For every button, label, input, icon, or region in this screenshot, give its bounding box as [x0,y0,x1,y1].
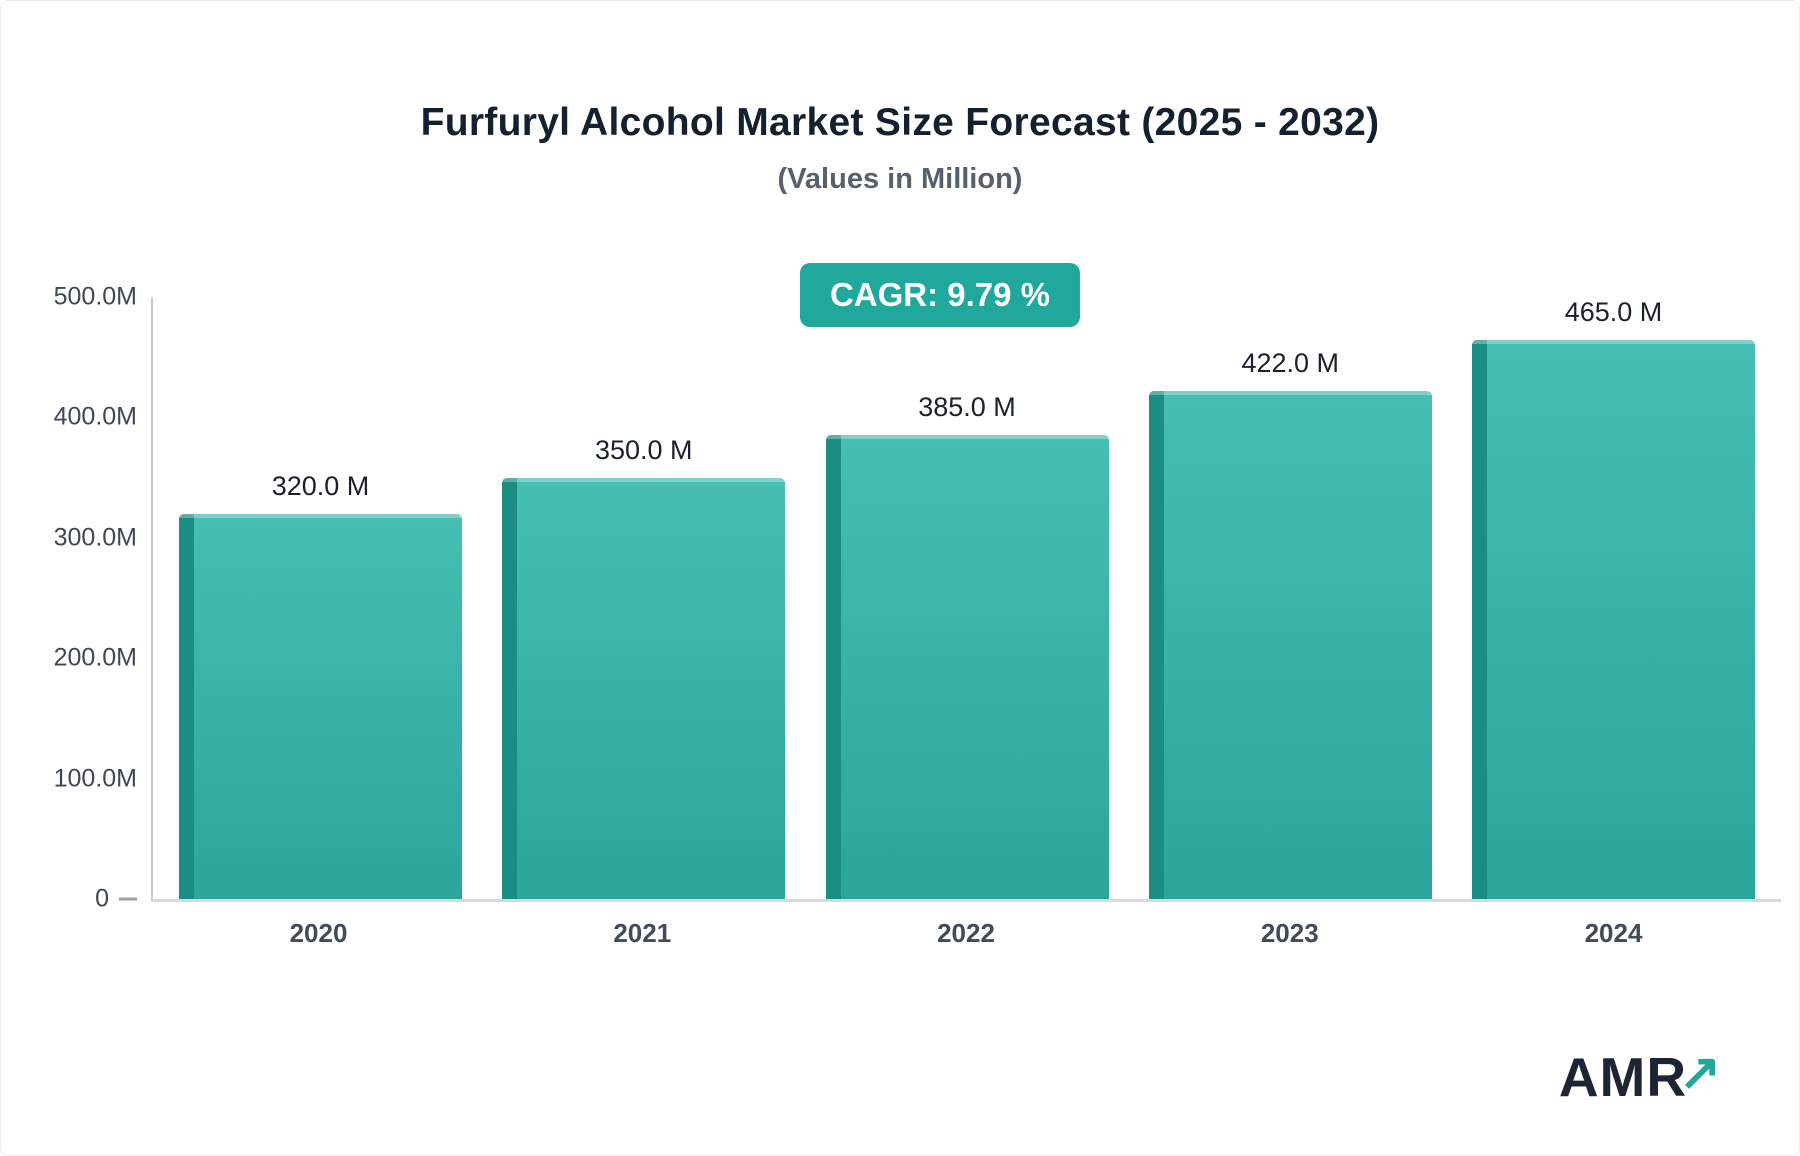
x-axis-label: 2024 [1584,918,1643,948]
x-axis-label: 2022 [937,918,995,948]
x-axis-label: 2020 [289,918,348,948]
bar-group: 385.0 M [825,297,1109,899]
zero-tick-mark [119,897,137,901]
y-axis-tick-label: 200.0M [53,643,137,672]
bar-value-label: 465.0 M [1564,297,1663,327]
bar-group: 350.0 M [502,297,786,900]
cagr-badge: CAGR: 9.79 % [799,263,1081,327]
amr-logo: AMR ↗ [1558,1044,1721,1109]
y-axis-tick-label: 0 [95,885,137,914]
bars-row: 320.0 M 350.0 M 385.0 M 422.0 M 465.0 M [153,297,1781,900]
chart-title: Furfuryl Alcohol Market Size Forecast (2… [420,101,1380,144]
bar [1472,340,1755,899]
y-axis-tick-label: 100.0M [53,764,137,793]
x-axis-label: 2023 [1260,918,1319,948]
x-axis-labels: 2020 2021 2022 2023 2024 [151,918,1781,949]
y-axis-tick-label: 400.0M [53,402,137,431]
logo-arrow-icon: ↗ [1679,1044,1721,1100]
bar [179,513,462,900]
chart-subtitle: (Values in Million) [777,163,1023,195]
y-axis-tick-label: 500.0M [53,282,137,311]
logo-text: AMR [1558,1046,1688,1108]
x-axis-label: 2021 [613,918,672,948]
bar [825,435,1109,899]
bar-group: 465.0 M [1472,297,1755,899]
bar-group: 320.0 M [179,297,462,900]
bar-value-label: 320.0 M [271,470,370,501]
bar-value-label: 385.0 M [918,392,1016,423]
y-axis-tick-label: 300.0M [53,523,137,552]
bar-value-label: 422.0 M [1241,347,1340,378]
bar-group: 422.0 M [1148,297,1432,900]
plot-area: 320.0 M 350.0 M 385.0 M 422.0 M 465.0 M 500.… [54,283,1781,913]
bar-value-label: 350.0 M [594,434,693,465]
bar [1148,390,1432,900]
bar [502,477,786,900]
bar-chart: 320.0 M 350.0 M 385.0 M 422.0 M 465.0 M 500.… [54,283,1781,949]
